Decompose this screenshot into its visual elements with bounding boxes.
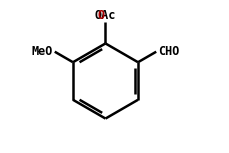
Text: OAc: OAc	[95, 9, 116, 22]
Text: MeO: MeO	[32, 45, 53, 58]
Text: CHO: CHO	[158, 45, 179, 58]
Text: O: O	[97, 9, 104, 22]
